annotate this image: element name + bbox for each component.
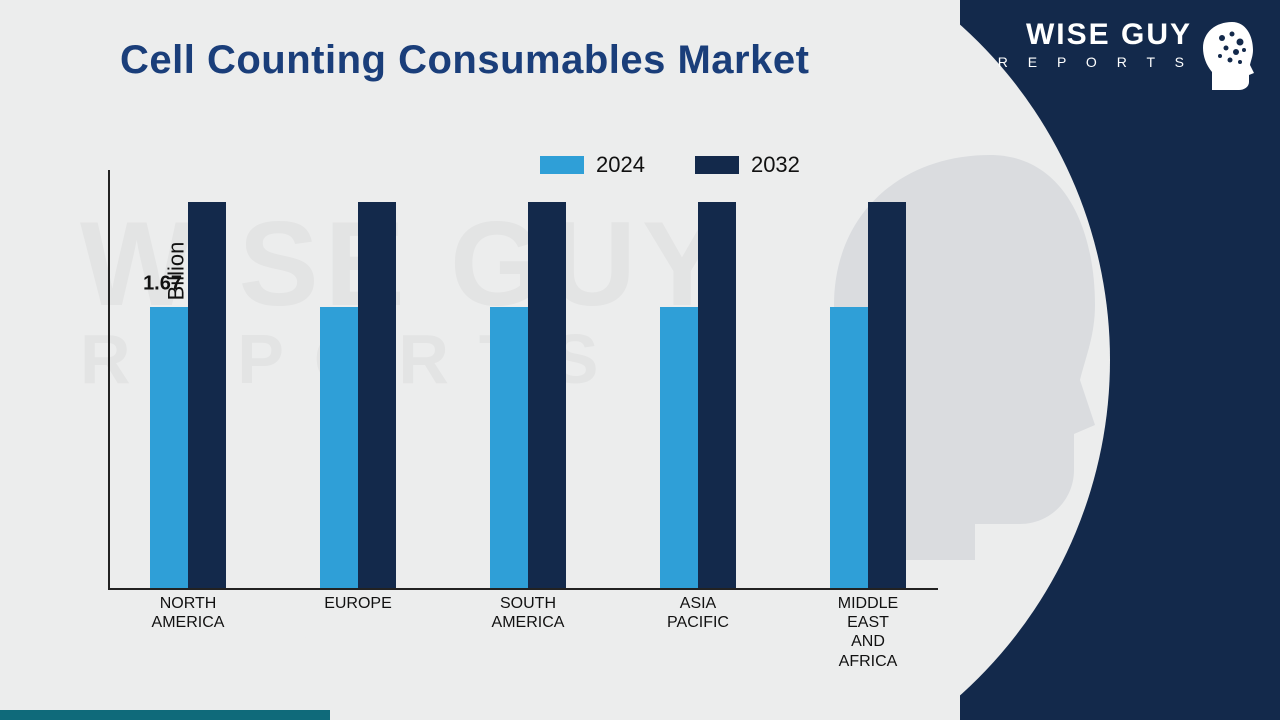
logo-main-text: WISE GUY [1026,20,1192,50]
accent-strip [0,710,330,720]
chart-area: Market Size in USD Billion 1.67 NORTH AM… [108,150,938,590]
x-axis-label: EUROPE [298,588,418,613]
x-axis-label: SOUTH AMERICA [468,588,588,632]
bar-2032 [358,202,396,588]
bar-2024 [320,307,358,588]
bar-2024 [490,307,528,588]
bar-2032 [188,202,226,588]
x-axis-label: NORTH AMERICA [128,588,248,632]
chart-canvas: WISE GUY REPORTS Cell Counting Consumabl… [0,0,1280,720]
plot-area: 1.67 NORTH AMERICAEUROPESOUTH AMERICAASI… [108,170,938,590]
bar-2032 [528,202,566,588]
bar-group: EUROPE [320,202,396,588]
bar-2024 [150,307,188,588]
bar-2024 [830,307,868,588]
logo-head-icon [1198,20,1256,90]
bar-2032 [868,202,906,588]
bar-2024 [660,307,698,588]
x-axis-label: ASIA PACIFIC [638,588,758,632]
chart-title: Cell Counting Consumables Market [120,38,809,83]
bar-group: MIDDLE EAST AND AFRICA [830,202,906,588]
bar-group: NORTH AMERICA [150,202,226,588]
bar-2032 [698,202,736,588]
bar-group: ASIA PACIFIC [660,202,736,588]
x-axis-label: MIDDLE EAST AND AFRICA [808,588,928,671]
bar-group: SOUTH AMERICA [490,202,566,588]
logo-sub-text: R E P O R T S [998,54,1192,70]
brand-logo: WISE GUY R E P O R T S [998,20,1256,90]
